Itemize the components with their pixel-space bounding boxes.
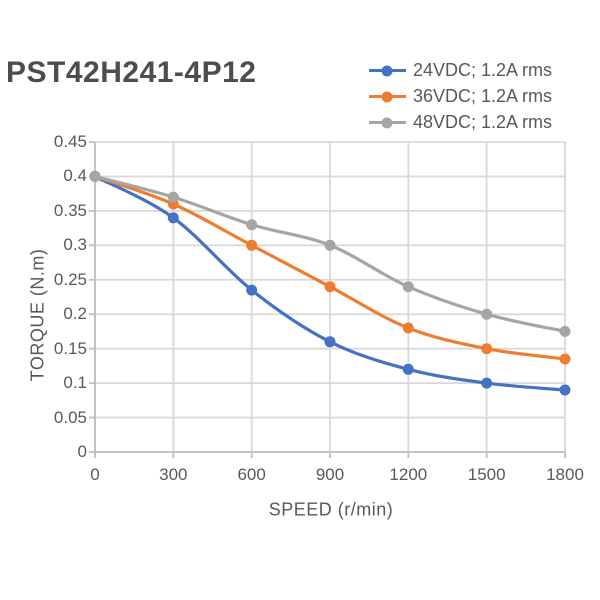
legend-item-48vdc: 48VDC; 1.2A rms bbox=[368, 112, 552, 133]
data-point-48vdc bbox=[559, 325, 571, 337]
legend-item-36vdc: 36VDC; 1.2A rms bbox=[368, 86, 552, 107]
x-tick-label: 0 bbox=[90, 465, 100, 484]
chart-title: PST42H241-4P12 bbox=[6, 56, 257, 89]
x-tick-label: 300 bbox=[159, 465, 188, 484]
data-point-24vdc bbox=[246, 284, 258, 296]
data-point-24vdc bbox=[559, 384, 571, 396]
y-tick-label: 0.3 bbox=[63, 235, 87, 255]
y-tick-label: 0.25 bbox=[53, 269, 87, 289]
legend-dot-icon bbox=[381, 91, 393, 102]
y-tick-label: 0.1 bbox=[63, 373, 87, 393]
data-point-24vdc bbox=[167, 212, 179, 224]
data-point-48vdc bbox=[167, 191, 179, 203]
y-tick-label: 0.45 bbox=[53, 132, 87, 151]
data-point-48vdc bbox=[402, 281, 414, 293]
data-point-36vdc bbox=[402, 322, 414, 334]
legend-label-24vdc: 24VDC; 1.2A rms bbox=[412, 60, 552, 80]
chart-legend: 24VDC; 1.2A rms 36VDC; 1.2A rms 48VDC; 1.2… bbox=[368, 60, 552, 133]
y-tick-label: 0.35 bbox=[53, 200, 87, 220]
data-point-24vdc bbox=[481, 377, 493, 389]
data-point-24vdc bbox=[324, 336, 336, 348]
legend-marker-icon-48vdc bbox=[368, 116, 406, 129]
data-point-48vdc bbox=[481, 308, 493, 320]
legend-dot-icon bbox=[381, 65, 393, 76]
data-point-48vdc bbox=[89, 170, 101, 182]
data-point-48vdc bbox=[246, 219, 258, 231]
x-tick-label: 1200 bbox=[389, 465, 428, 484]
data-point-36vdc bbox=[481, 343, 493, 355]
x-tick-label: 900 bbox=[315, 465, 345, 484]
x-tick-label: 600 bbox=[237, 465, 266, 484]
y-tick-label: 0.05 bbox=[53, 407, 87, 427]
legend-item-24vdc: 24VDC; 1.2A rms bbox=[368, 60, 552, 81]
data-point-24vdc bbox=[402, 363, 414, 375]
y-tick-label: 0.2 bbox=[63, 304, 87, 324]
x-tick-label: 1800 bbox=[546, 465, 584, 484]
x-axis-title: SPEED (r/min) bbox=[268, 499, 394, 520]
data-point-36vdc bbox=[324, 281, 336, 293]
legend-label-48vdc: 48VDC; 1.2A rms bbox=[412, 112, 552, 132]
data-point-48vdc bbox=[324, 239, 336, 251]
legend-dot-icon bbox=[381, 117, 393, 128]
data-point-36vdc bbox=[559, 353, 571, 365]
data-point-36vdc bbox=[246, 239, 258, 251]
y-tick-label: 0.15 bbox=[53, 338, 87, 358]
legend-marker-icon-24vdc bbox=[368, 64, 406, 77]
legend-label-36vdc: 36VDC; 1.2A rms bbox=[412, 86, 552, 106]
y-tick-label: 0.4 bbox=[63, 166, 87, 186]
legend-marker-icon-36vdc bbox=[368, 90, 406, 103]
y-tick-label: 0 bbox=[77, 442, 87, 461]
x-tick-label: 1500 bbox=[467, 465, 506, 484]
